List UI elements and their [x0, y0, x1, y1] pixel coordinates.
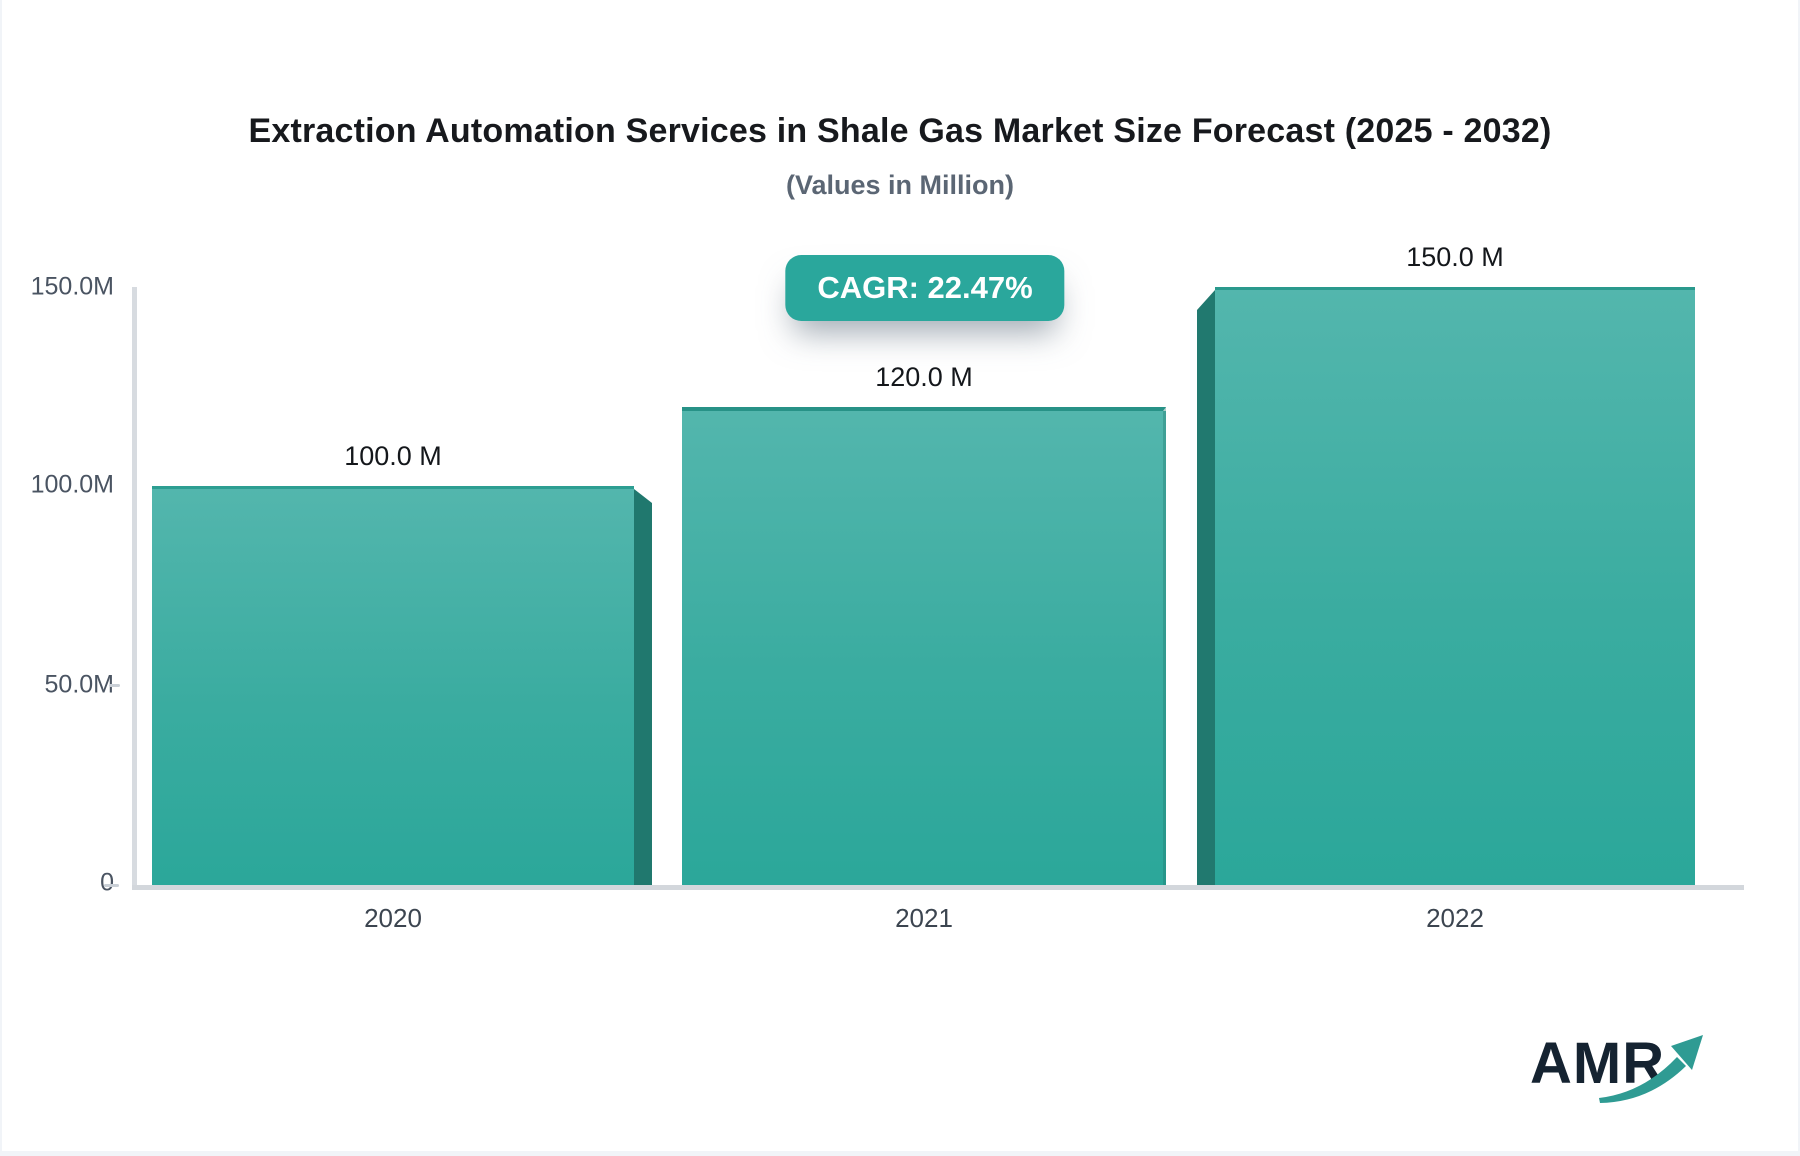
bar-group-2022: 150.0 M 2022 [1197, 242, 1695, 933]
bar-value-label-2021: 120.0 M [875, 362, 973, 392]
x-axis-line [132, 885, 1744, 890]
cagr-badge: CAGR: 22.47% [785, 255, 1065, 321]
y-tick-label-150m: 150.0M [30, 272, 114, 301]
bar-side-face-left [1197, 290, 1215, 885]
chart-title: Extraction Automation Services in Shale … [248, 112, 1552, 150]
bar-2022 [1197, 287, 1695, 885]
growth-arrow-icon [1599, 1035, 1703, 1103]
y-tick-label-100m: 100.0M [30, 470, 114, 499]
bar-side-face-right [634, 489, 652, 885]
x-axis-label-2021: 2021 [895, 903, 953, 933]
y-tick-label-0: 0 [100, 868, 114, 897]
y-tick-label-50m: 50.0M [44, 670, 114, 699]
tick-mark-0 [104, 884, 119, 887]
page-bottom-edge [2, 1151, 1798, 1156]
chart-subtitle: (Values in Million) [785, 170, 1015, 200]
bar-value-label-2022: 150.0 M [1406, 242, 1504, 272]
bar-2021 [682, 407, 1166, 885]
bar-group-2021: 120.0 M 2021 [682, 362, 1166, 933]
bar-value-label-2020: 100.0 M [344, 441, 442, 471]
tick-mark-50m [109, 684, 120, 687]
y-axis-line [132, 287, 137, 890]
amr-logo: AMR [1530, 1030, 1705, 1110]
x-axis-label-2020: 2020 [364, 903, 422, 933]
bar-group-2020: 100.0 M 2020 [152, 441, 652, 933]
bar-2020 [152, 486, 652, 885]
x-axis-label-2022: 2022 [1426, 903, 1484, 933]
